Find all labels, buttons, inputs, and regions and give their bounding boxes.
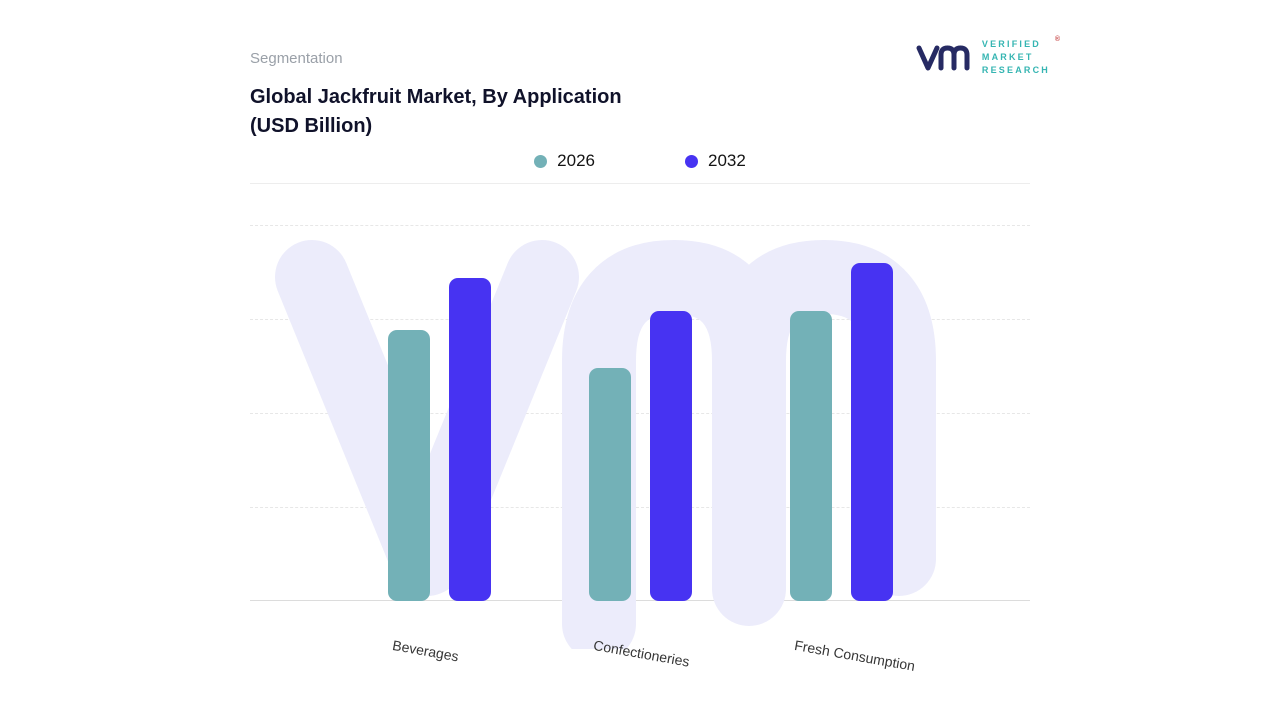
legend-label: 2032 bbox=[708, 151, 746, 170]
category-label-beverages: Beverages bbox=[390, 637, 460, 665]
bar-group-fresh-consumption: Fresh Consumption bbox=[789, 263, 916, 674]
bars-row: Beverages Confectioneries Fresh Consumptio… bbox=[250, 225, 1030, 674]
bar-2026-beverages bbox=[387, 330, 430, 601]
eyebrow-label: Segmentation bbox=[250, 50, 343, 67]
legend-label: 2026 bbox=[557, 151, 595, 170]
registered-mark: ® bbox=[1054, 36, 1060, 43]
logo-line-verified: VERIFIED bbox=[981, 39, 1041, 49]
legend-item-2032: 2032 bbox=[685, 151, 746, 171]
logo-line-market: MARKET bbox=[981, 52, 1034, 63]
vmr-logo-icon bbox=[916, 45, 970, 71]
header-divider bbox=[250, 183, 1030, 184]
bar-group-beverages: Beverages bbox=[387, 278, 491, 664]
bar-2026-confectioneries bbox=[588, 368, 631, 601]
chart-title: Global Jackfruit Market, By Application … bbox=[250, 83, 1030, 141]
category-label-fresh-consumption: Fresh Consumption bbox=[792, 637, 916, 674]
vmr-logo-text: VERIFIED MARKET RESEARCH ® bbox=[981, 36, 1060, 77]
legend-item-2026: 2026 bbox=[534, 151, 595, 171]
plot-area: Beverages Confectioneries Fresh Consumptio… bbox=[250, 225, 1030, 674]
chart-title-line2: (USD Billion) bbox=[250, 115, 373, 137]
logo-line-research: RESEARCH bbox=[981, 65, 1050, 76]
gridline bbox=[250, 225, 1030, 226]
legend-dot bbox=[534, 154, 548, 168]
bar-2026-fresh-consumption bbox=[789, 311, 832, 601]
chart-legend: 2026 2032 bbox=[250, 151, 1030, 171]
chart-panel: Segmentation Global Jackfruit Market, By… bbox=[250, 50, 1030, 674]
bar-2032-beverages bbox=[448, 278, 491, 601]
legend-dot bbox=[685, 154, 698, 168]
chart-title-line1: Global Jackfruit Market, By Application bbox=[250, 86, 622, 108]
vmr-logo: VERIFIED MARKET RESEARCH ® bbox=[916, 36, 1060, 77]
category-label-confectioneries: Confectioneries bbox=[591, 637, 691, 670]
bar-group-confectioneries: Confectioneries bbox=[588, 311, 692, 670]
bar-2032-fresh-consumption bbox=[850, 263, 893, 601]
bar-2032-confectioneries bbox=[649, 311, 692, 601]
